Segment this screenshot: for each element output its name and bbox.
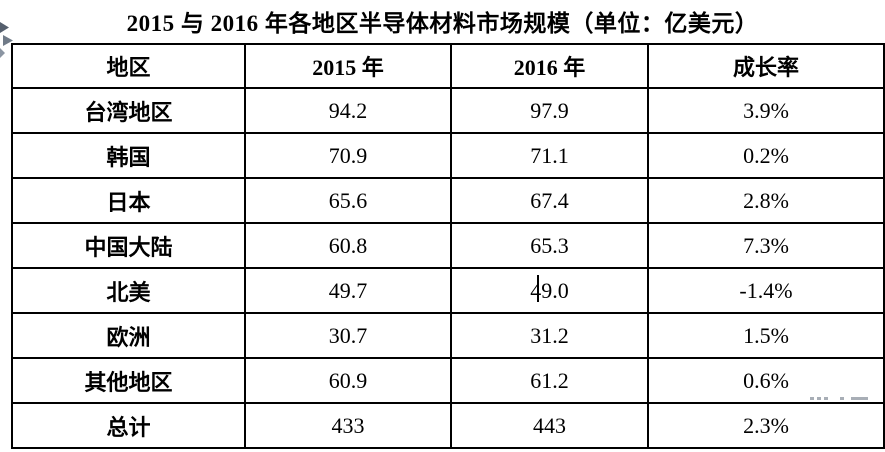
cell-region[interactable]: 其他地区 — [11, 357, 246, 404]
document-title[interactable]: 2015 与 2016 年各地区半导体材料市场规模（单位：亿美元） — [126, 11, 759, 36]
market-size-table: 地区 2015 年 2016 年 成长率 台湾地区 94.2 97.9 3.9%… — [11, 43, 885, 449]
text-caret — [537, 275, 539, 302]
cell-region[interactable]: 中国大陆 — [11, 222, 246, 269]
cell-growth[interactable]: 0.6% — [647, 357, 885, 404]
table-row-europe: 欧洲 30.7 31.2 1.5% — [11, 312, 885, 359]
border-artifact-dash — [824, 397, 828, 400]
border-artifact-dash — [810, 397, 814, 400]
border-artifact-gap — [806, 396, 868, 400]
table-row-korea: 韩国 70.9 71.1 0.2% — [11, 132, 885, 179]
column-header-region[interactable]: 地区 — [11, 43, 246, 89]
column-header-2015[interactable]: 2015 年 — [244, 43, 452, 89]
cell-2016-with-cursor[interactable]: 49.0 — [450, 267, 649, 314]
cell-2015[interactable]: 70.9 — [244, 132, 452, 179]
table-move-handle-icon[interactable] — [0, 21, 15, 59]
cell-2016[interactable]: 71.1 — [450, 132, 649, 179]
cell-region[interactable]: 日本 — [11, 177, 246, 224]
table-row-total: 总计 433 443 2.3% — [11, 402, 885, 449]
cell-growth[interactable]: 1.5% — [647, 312, 885, 359]
cell-region[interactable]: 台湾地区 — [11, 87, 246, 134]
cell-region[interactable]: 韩国 — [11, 132, 246, 179]
cell-2015[interactable]: 60.8 — [244, 222, 452, 269]
cell-growth[interactable]: -1.4% — [647, 267, 885, 314]
border-artifact-dash — [817, 397, 821, 400]
table-row-japan: 日本 65.6 67.4 2.8% — [11, 177, 885, 224]
cell-2016[interactable]: 31.2 — [450, 312, 649, 359]
cell-2015[interactable]: 30.7 — [244, 312, 452, 359]
cell-2015[interactable]: 65.6 — [244, 177, 452, 224]
cell-2015[interactable]: 433 — [244, 402, 452, 449]
cell-growth[interactable]: 0.2% — [647, 132, 885, 179]
cell-2016[interactable]: 61.2 — [450, 357, 649, 404]
cell-2015[interactable]: 94.2 — [244, 87, 452, 134]
cell-growth[interactable]: 2.3% — [647, 402, 885, 449]
table-row-taiwan: 台湾地区 94.2 97.9 3.9% — [11, 87, 885, 134]
header-row: 地区 2015 年 2016 年 成长率 — [11, 43, 885, 89]
cell-2016[interactable]: 67.4 — [450, 177, 649, 224]
cell-growth[interactable]: 3.9% — [647, 87, 885, 134]
cell-2016[interactable]: 65.3 — [450, 222, 649, 269]
table-row-north-america: 北美 49.7 49.0 -1.4% — [11, 267, 885, 314]
cell-2015[interactable]: 60.9 — [244, 357, 452, 404]
table-row-mainland-china: 中国大陆 60.8 65.3 7.3% — [11, 222, 885, 269]
cell-2016[interactable]: 443 — [450, 402, 649, 449]
column-header-2016[interactable]: 2016 年 — [450, 43, 649, 89]
cell-growth[interactable]: 2.8% — [647, 177, 885, 224]
cell-region[interactable]: 总计 — [11, 402, 246, 449]
column-header-growth[interactable]: 成长率 — [647, 43, 885, 89]
cell-region[interactable]: 北美 — [11, 267, 246, 314]
cell-2015[interactable]: 49.7 — [244, 267, 452, 314]
cell-region[interactable]: 欧洲 — [11, 312, 246, 359]
cell-growth[interactable]: 7.3% — [647, 222, 885, 269]
border-artifact-dash — [851, 397, 868, 400]
cell-2016[interactable]: 97.9 — [450, 87, 649, 134]
border-artifact-dash — [840, 397, 844, 400]
table-row-other-regions: 其他地区 60.9 61.2 0.6% — [11, 357, 885, 404]
